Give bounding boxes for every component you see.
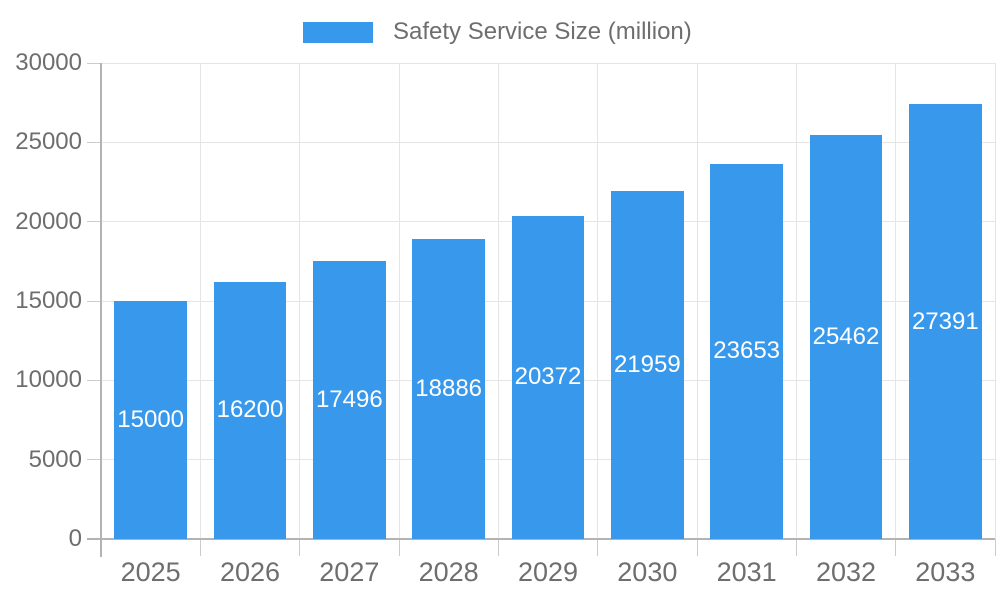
- x-tick-mark: [497, 539, 499, 556]
- v-gridline: [497, 63, 499, 539]
- x-tick-mark: [795, 539, 797, 556]
- v-gridline: [398, 63, 400, 539]
- bar[interactable]: [809, 135, 883, 539]
- x-tick-label: 2032: [815, 557, 877, 587]
- x-tick-mark: [299, 539, 301, 556]
- x-tick-mark: [696, 539, 698, 556]
- bar[interactable]: [213, 281, 287, 539]
- bar[interactable]: [511, 215, 585, 539]
- bar[interactable]: [909, 104, 982, 539]
- bar-value-label: 20372: [514, 363, 582, 391]
- h-gridline: [101, 62, 995, 64]
- y-tick-label: 0: [68, 525, 82, 552]
- y-tick-label: 20000: [15, 207, 82, 235]
- y-tick-label: 25000: [15, 128, 82, 156]
- bar[interactable]: [313, 261, 386, 539]
- y-axis-line: [100, 63, 102, 557]
- legend-swatch: [303, 21, 373, 43]
- x-tick-mark: [398, 539, 400, 556]
- y-tick-mark: [87, 221, 101, 223]
- x-tick-mark: [895, 539, 897, 556]
- v-gridline: [994, 63, 996, 539]
- bar[interactable]: [710, 163, 783, 539]
- v-gridline: [795, 63, 797, 539]
- y-tick-mark: [87, 459, 101, 461]
- v-gridline: [696, 63, 698, 539]
- legend-label: Safety Service Size (million): [393, 18, 692, 45]
- v-gridline: [199, 63, 201, 539]
- x-tick-mark: [199, 539, 201, 556]
- bar-value-label: 18886: [415, 375, 483, 403]
- y-tick-mark: [87, 141, 101, 143]
- y-tick-label: 30000: [15, 49, 82, 76]
- x-tick-mark: [994, 539, 996, 556]
- x-tick-label: 2031: [716, 557, 777, 587]
- x-tick-mark: [597, 539, 599, 556]
- h-gridline: [101, 141, 995, 143]
- legend-item[interactable]: Safety Service Size (million): [303, 15, 692, 49]
- bar-value-label: 23653: [713, 337, 781, 365]
- bar-value-label: 15000: [117, 406, 185, 433]
- bar-value-label: 27391: [911, 307, 979, 335]
- x-tick-label: 2026: [219, 557, 281, 587]
- y-tick-label: 15000: [15, 287, 82, 314]
- bar[interactable]: [611, 190, 684, 539]
- bar-value-label: 21959: [613, 350, 681, 378]
- bar-value-label: 25462: [812, 323, 880, 350]
- x-tick-label: 2025: [120, 557, 181, 587]
- x-axis-line: [87, 538, 995, 540]
- v-gridline: [299, 63, 301, 539]
- x-tick-label: 2030: [617, 557, 678, 587]
- bar-value-label: 17496: [315, 386, 383, 414]
- y-tick-mark: [87, 300, 101, 302]
- x-tick-label: 2028: [418, 557, 479, 587]
- y-tick-label: 5000: [28, 445, 82, 473]
- v-gridline: [895, 63, 897, 539]
- y-tick-mark: [87, 62, 101, 64]
- y-tick-label: 10000: [15, 366, 82, 394]
- bar[interactable]: [114, 301, 187, 539]
- v-gridline: [597, 63, 599, 539]
- bar-value-label: 16200: [216, 396, 284, 424]
- x-tick-label: 2033: [915, 557, 976, 587]
- y-tick-mark: [87, 379, 101, 381]
- bar[interactable]: [412, 239, 485, 539]
- x-tick-label: 2027: [319, 557, 380, 587]
- x-tick-label: 2029: [517, 557, 579, 587]
